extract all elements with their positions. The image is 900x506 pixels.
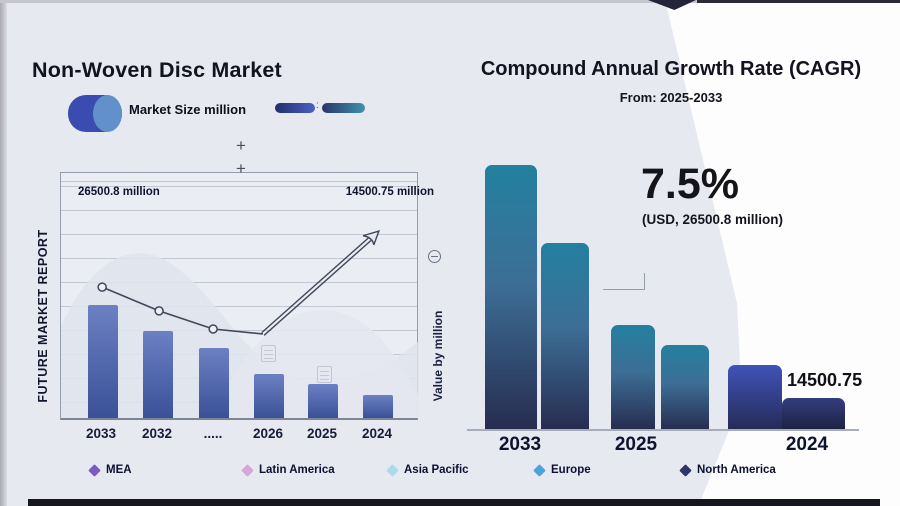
page-title: Non-Woven Disc Market [32, 58, 282, 82]
disc-cylinder-cap [93, 95, 122, 132]
legend-diamond-icon [679, 463, 692, 477]
cagr-x-label-2033: 2033 [498, 434, 542, 455]
cagr-x-label-2024: 2024 [785, 434, 829, 455]
ratio-pill-right [322, 103, 365, 113]
disc-cylinder-icon [68, 95, 122, 132]
market-bar-..... [199, 348, 229, 418]
legend-item-north-america: North America [679, 463, 776, 477]
plus-decor-icon: + [236, 159, 246, 178]
legend-label: North America [697, 464, 776, 476]
top-right-accent-wedge [648, 0, 696, 10]
legend-label: Europe [551, 464, 591, 476]
legend-diamond-icon [241, 463, 254, 477]
trend-line-arrow [97, 229, 381, 336]
legend-diamond-icon [88, 463, 101, 477]
cagr-bar-2025-1 [611, 325, 655, 430]
cagr-usd-note: (USD, 26500.8 million) [642, 212, 784, 227]
cagr-title: Compound Annual Growth Rate (CAGR) [480, 58, 862, 80]
chart-start-value: 26500.8 million [78, 186, 160, 198]
cagr-bar-2024-1 [728, 365, 782, 430]
cagr-x-label-2025: 2025 [614, 434, 658, 455]
step-line-decor [603, 273, 645, 290]
cagr-bar-2033-1 [485, 165, 537, 430]
y-axis-label: Value by million [431, 310, 445, 402]
left-frame-border [0, 0, 7, 506]
x-label-.....: ..... [203, 426, 223, 441]
ratio-separator: : [316, 100, 319, 111]
cagr-percentage: 7.5% [641, 160, 740, 208]
market-chart-x-axis: 2033 2032..... 2026 2025 2024 [60, 426, 418, 444]
cagr-axis-line [467, 429, 859, 431]
legend-diamond-icon [533, 463, 546, 477]
x-label-2032: 2032 [141, 426, 173, 441]
legend-item-europe: Europe [533, 463, 591, 477]
top-frame-border [0, 0, 700, 3]
clipboard-watermark-icon [261, 345, 276, 362]
minus-circle-icon [428, 250, 441, 263]
market-bars-layer [61, 173, 417, 418]
future-market-report-watermark: FUTURE MARKET REPORT [36, 229, 50, 403]
value-callout-2024: 14500.75 [787, 370, 863, 390]
x-label-2024: 2024 [361, 426, 393, 441]
x-label-2026: 2026 [252, 426, 284, 441]
chart-end-value: 14500.75 million [345, 186, 434, 198]
legend-label: Latin America [259, 464, 335, 476]
legend-item-latin-america: Latin America [241, 463, 335, 477]
market-bar-2032 [143, 331, 173, 418]
ratio-pill-left [275, 103, 315, 113]
market-bar-2026 [254, 374, 284, 418]
market-bar-2024 [363, 395, 393, 418]
market-bar-2025 [308, 384, 338, 418]
cagr-subtitle: From: 2025-2033 [619, 90, 723, 105]
region-legend: MEA Latin America Asia Pacific Europe North … [0, 463, 900, 484]
legend-item-mea: MEA [88, 463, 132, 477]
x-label-2033: 2033 [85, 426, 117, 441]
cagr-bar-2024-2 [782, 398, 845, 430]
market-size-label: Market Size million [129, 102, 247, 117]
plus-decor-icon: + [236, 136, 246, 155]
legend-label: Asia Pacific [404, 464, 469, 476]
cagr-bar-2025-2 [661, 345, 709, 430]
bottom-accent-strip [28, 499, 880, 506]
top-right-accent-line [697, 0, 900, 3]
cagr-bar-2033-2 [541, 243, 589, 430]
market-size-chart: 26500.8 million 14500.75 million [60, 172, 434, 420]
market-bar-2033 [88, 305, 118, 418]
clipboard-watermark-icon [317, 366, 332, 383]
legend-item-asia-pacific: Asia Pacific [386, 463, 469, 477]
legend-diamond-icon [386, 463, 399, 477]
legend-label: MEA [106, 464, 132, 476]
x-label-2025: 2025 [306, 426, 338, 441]
